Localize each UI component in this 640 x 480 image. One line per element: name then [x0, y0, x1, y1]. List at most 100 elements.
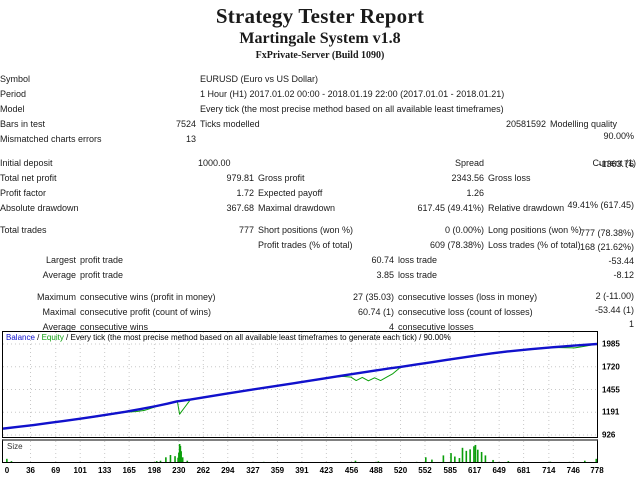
- gross-profit-label: Gross profit: [258, 173, 305, 183]
- long-positions-label: Long positions (won %): [488, 225, 582, 235]
- x-axis-tick: 36: [26, 466, 35, 475]
- gross-loss-value: -1363.76: [598, 159, 634, 169]
- table-row: Average consecutive wins 4 consecutive l…: [0, 320, 640, 335]
- relative-drawdown-label: Relative drawdown: [488, 203, 565, 213]
- x-axis-tick: 0: [4, 466, 10, 475]
- equity-curve-svg: [3, 332, 597, 437]
- gross-loss-label: Gross loss: [488, 173, 531, 183]
- max-consecutive-wins-label: consecutive wins (profit in money): [80, 292, 216, 302]
- largest-prefix: Largest: [45, 255, 76, 265]
- period-label: Period: [0, 89, 27, 99]
- largest-loss-trade-label: loss trade: [398, 255, 438, 265]
- x-axis-tick: 649: [492, 466, 506, 475]
- bars-in-test-label: Bars in test: [0, 119, 46, 129]
- maximal-consecutive-loss-value: -53.44 (1): [594, 305, 634, 315]
- table-row: Model Every tick (the most precise metho…: [0, 102, 640, 117]
- bars-in-test-value: 7524: [175, 119, 196, 129]
- absolute-drawdown-value: 367.68: [226, 203, 255, 213]
- x-axis-tick: 746: [566, 466, 580, 475]
- average2-prefix: Average: [42, 322, 76, 332]
- average-consecutive-wins-value: 4: [389, 322, 395, 332]
- x-axis-tick: 294: [221, 466, 235, 475]
- x-axis-tick: 681: [516, 466, 531, 475]
- legend-sep-1: /: [34, 333, 42, 342]
- table-row: Total net profit 979.81 Gross profit 234…: [0, 171, 640, 186]
- report-header-table: Symbol EURUSD (Euro vs US Dollar) Period…: [0, 72, 640, 147]
- table-row: Profit trades (% of total) 609 (78.38%) …: [0, 238, 640, 253]
- x-axis-tick: 359: [270, 466, 285, 475]
- spread-label: Spread: [455, 158, 485, 168]
- x-axis-tick: 520: [393, 466, 408, 475]
- table-row: Maximum consecutive wins (profit in mone…: [0, 290, 640, 305]
- loss-trades-label: Loss trades (% of total): [488, 240, 581, 250]
- profit-trades-label: Profit trades (% of total): [258, 240, 353, 250]
- loss-trades-value: 168 (21.62%): [579, 242, 634, 252]
- expected-payoff-value: 1.26: [466, 188, 485, 198]
- mismatched-errors-value: 13: [185, 134, 196, 144]
- y-axis: 1985 1720 1455 1191 926: [600, 331, 640, 440]
- legend-equity: Equity: [41, 333, 64, 342]
- report-server: FxPrivate-Server (Build 1090): [255, 50, 385, 61]
- report-stats-table: Initial deposit 1000.00 Spread Current (…: [0, 156, 640, 335]
- average-loss-trade-value: -8.12: [613, 270, 634, 280]
- size-panel: Size: [2, 439, 598, 463]
- profit-factor-label: Profit factor: [0, 188, 47, 198]
- maximal-consecutive-loss-label: consecutive loss (count of losses): [398, 307, 533, 317]
- x-axis-tick: 198: [147, 466, 162, 475]
- report-header: Strategy Tester Report Martingale System…: [0, 0, 640, 63]
- x-axis-tick: 327: [246, 466, 260, 475]
- average-profit-trade-value: 3.85: [376, 270, 395, 280]
- largest-profit-trade-value: 60.74: [371, 255, 395, 265]
- x-axis-tick: 778: [590, 466, 604, 475]
- graph-panel: Balance / Equity / Every tick (the most …: [2, 331, 598, 438]
- maximal-prefix: Maximal: [42, 307, 76, 317]
- y-axis-tick: 1720: [602, 362, 620, 372]
- absolute-drawdown-label: Absolute drawdown: [0, 203, 79, 213]
- gross-profit-value: 2343.56: [451, 173, 485, 183]
- maximum-prefix: Maximum: [36, 292, 76, 302]
- short-positions-label: Short positions (won %): [258, 225, 354, 235]
- average-loss-trade-label: loss trade: [398, 270, 438, 280]
- max-consecutive-losses-label: consecutive losses (loss in money): [398, 292, 538, 302]
- short-positions-value: 0 (0.00%): [445, 225, 485, 235]
- period-value: 1 Hour (H1) 2017.01.02 00:00 - 2018.01.1…: [200, 89, 505, 99]
- table-row: Profit factor 1.72 Expected payoff 1.26: [0, 186, 640, 201]
- x-axis-tick: 552: [418, 466, 432, 475]
- max-consecutive-wins-value: 27 (35.03): [353, 292, 395, 302]
- y-axis-tick: 926: [602, 430, 616, 440]
- maximal-consecutive-profit-value: 60.74 (1): [358, 307, 395, 317]
- x-axis-tick: 133: [97, 466, 112, 475]
- table-row: Maximal consecutive profit (count of win…: [0, 305, 640, 320]
- spacer: [0, 216, 640, 223]
- y-axis-tick: 1455: [602, 385, 620, 395]
- x-axis-tick: 262: [196, 466, 210, 475]
- symbol-label: Symbol: [0, 74, 31, 84]
- page-title: Strategy Tester Report: [215, 4, 425, 28]
- table-row: Mismatched charts errors 13: [0, 132, 640, 147]
- x-axis-tick: 101: [73, 466, 87, 475]
- table-row: Average profit trade 3.85 loss trade: [0, 268, 640, 283]
- initial-deposit-label: Initial deposit: [0, 158, 53, 168]
- total-trades-value: 777: [238, 225, 255, 235]
- symbol-value: EURUSD (Euro vs US Dollar): [200, 74, 319, 84]
- x-axis-tick: 456: [344, 466, 359, 475]
- table-row: Symbol EURUSD (Euro vs US Dollar): [0, 72, 640, 87]
- x-axis-tick: 585: [443, 466, 457, 475]
- x-axis-tick: 423: [319, 466, 334, 475]
- average-prefix: Average: [42, 270, 76, 280]
- largest-loss-trade-value: -53.44: [608, 256, 634, 266]
- table-row: Period 1 Hour (H1) 2017.01.02 00:00 - 20…: [0, 87, 640, 102]
- spacer: [0, 283, 640, 290]
- model-label: Model: [0, 104, 25, 114]
- y-axis-tick: 1985: [602, 339, 620, 349]
- report-subtitle: Martingale System v1.8: [239, 30, 401, 47]
- table-row: Total trades 777 Short positions (won %)…: [0, 223, 640, 238]
- maximal-drawdown-value: 617.45 (49.41%): [417, 203, 485, 213]
- average-consecutive-losses-value: 1: [628, 319, 634, 329]
- average-consecutive-losses-label: consecutive losses: [398, 322, 474, 332]
- total-net-profit-value: 979.81: [226, 173, 255, 183]
- legend-balance: Balance: [6, 333, 35, 342]
- mismatched-errors-label: Mismatched charts errors: [0, 134, 102, 144]
- balance-equity-chart: Balance / Equity / Every tick (the most …: [2, 331, 638, 477]
- x-axis-tick: 165: [122, 466, 136, 475]
